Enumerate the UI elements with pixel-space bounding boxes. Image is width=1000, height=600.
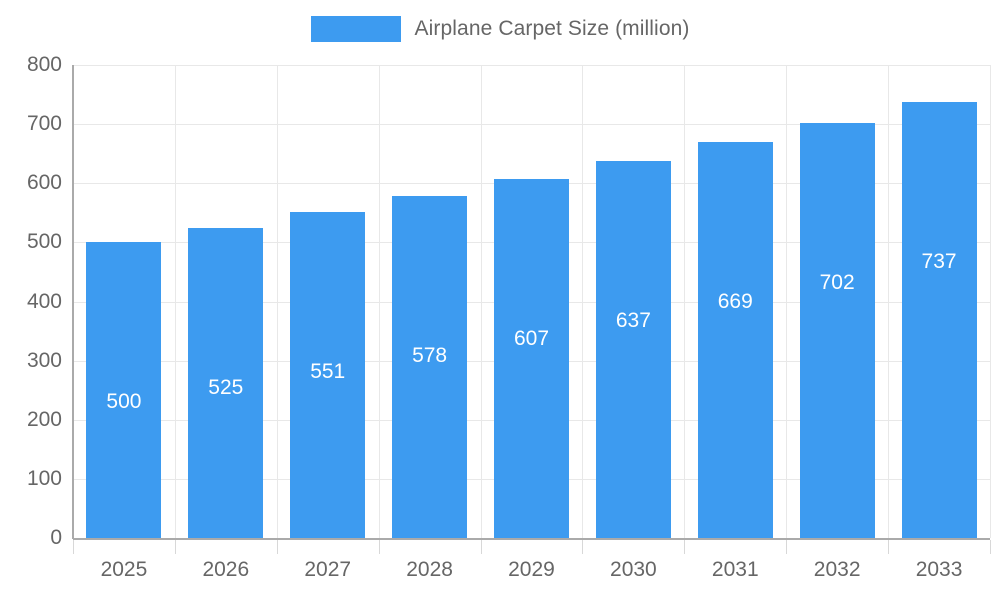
x-axis-tick-mark [582,540,584,554]
legend-swatch-icon [310,16,401,42]
legend-entry-airplane-carpet-size[interactable]: Airplane Carpet Size (million) [310,16,690,42]
y-axis-tick-label: 200 [26,407,62,431]
x-axis-tick-mark [786,540,788,554]
bar[interactable]: 737 [901,102,977,538]
gridline-vertical [990,65,991,538]
y-axis-tick-label: 300 [26,348,62,372]
plot-area: 500 525 551 578 607 637 669 702 737 [73,65,991,539]
bar-value-label: 551 [310,360,346,384]
gridline-horizontal [73,124,990,126]
x-axis-tick-mark [480,540,482,554]
x-axis-tick-label: 2025 [100,558,148,581]
bar-value-label: 500 [106,390,142,414]
x-axis-tick-label: 2030 [610,558,657,581]
y-axis-tick-labels: 0 100 200 300 400 500 600 700 800 [0,0,62,600]
x-axis-tick-label: 2027 [304,558,352,581]
y-axis-tick-label: 700 [26,112,62,136]
x-axis-tick-mark [990,540,991,554]
y-axis-tick-label: 0 [50,526,62,549]
bar[interactable]: 551 [290,212,366,538]
bar-value-label: 669 [717,290,753,314]
x-axis-tick-label: 2026 [202,558,250,581]
gridline-vertical [684,65,686,538]
gridline-vertical [174,65,176,538]
y-axis-tick-label: 800 [26,53,62,76]
bar[interactable]: 500 [86,242,162,538]
x-axis-tick-label: 2033 [915,558,963,581]
bar[interactable]: 637 [595,161,671,538]
bar-value-label: 607 [513,327,550,351]
bar-value-label: 578 [412,344,448,368]
x-axis-tick-mark [378,540,380,554]
bar-value-label: 525 [208,375,244,399]
bar-value-label: 737 [921,250,957,274]
bar[interactable]: 607 [494,179,569,538]
bar-value-label: 637 [615,309,651,333]
bar[interactable]: 578 [392,196,468,538]
gridline-vertical [276,65,278,538]
bar[interactable]: 525 [188,227,264,538]
gridline-vertical [378,65,380,538]
y-axis-tick-label: 400 [26,289,62,313]
legend-label: Airplane Carpet Size (million) [414,17,690,40]
y-axis-tick-label: 600 [26,171,62,195]
bar[interactable]: 702 [799,122,875,538]
gridline-vertical [888,65,890,538]
x-axis-tick-mark [73,540,74,554]
y-axis-tick-label: 500 [26,230,62,254]
x-axis-tick-mark [684,540,686,554]
x-axis-tick-mark [174,540,176,554]
x-axis-tick-label: 2032 [813,558,861,581]
gridline-vertical [786,65,788,538]
x-axis-tick-mark [276,540,278,554]
bar-value-label: 702 [819,270,855,294]
bar[interactable]: 669 [697,142,773,538]
y-axis-line [72,65,74,539]
y-axis-tick-label: 100 [26,466,62,490]
x-axis-tick-label: 2031 [711,558,759,581]
gridline-vertical [480,65,482,538]
x-axis-tick-label: 2029 [508,558,555,581]
x-axis-line [73,538,990,540]
gridline-vertical [582,65,584,538]
x-axis-tick-mark [888,540,890,554]
gridline-horizontal [73,65,990,66]
chart-legend: Airplane Carpet Size (million) [0,0,1000,58]
x-axis-tick-label: 2028 [406,558,453,581]
